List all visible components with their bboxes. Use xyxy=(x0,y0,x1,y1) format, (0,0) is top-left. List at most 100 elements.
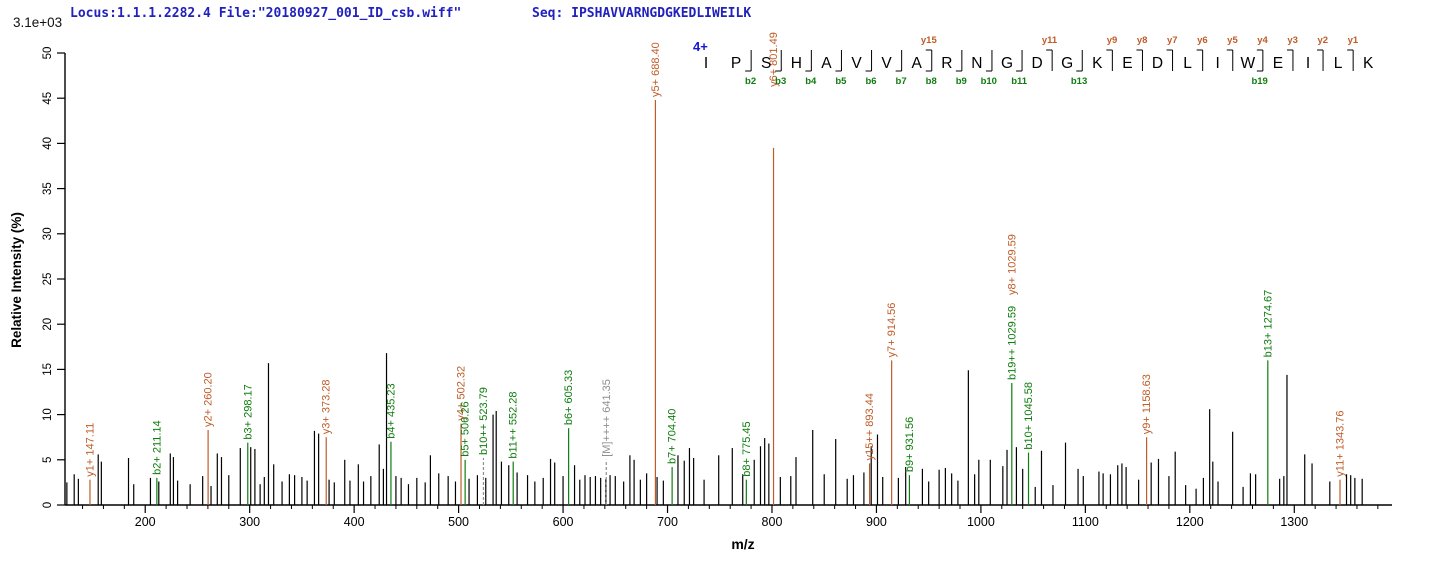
peak-label: b6+ 605.33 xyxy=(563,370,575,425)
residue-letter: K xyxy=(1363,55,1374,72)
residue-letter: I xyxy=(1216,55,1220,72)
b-ion-tag: b9 xyxy=(956,76,967,87)
locus-file-header: Locus:1.1.1.2282.4 File:"20180927_001_ID… xyxy=(70,6,462,21)
peak-label: b3+ 298.17 xyxy=(242,384,254,439)
precursor-charge-label: 4+ xyxy=(693,39,708,54)
residue-letter: A xyxy=(821,55,832,72)
x-axis-ticks: 200 300 400 500 600 700 800 900 1000 1100 1200 1300 xyxy=(82,505,1379,529)
y-ion-tag: y5 xyxy=(1227,35,1238,46)
residue-letter: G xyxy=(1001,55,1013,72)
svg-text:800: 800 xyxy=(762,515,783,529)
residue-letter: G xyxy=(1061,55,1073,72)
sequence-annotation: I P S H A V V A R N G D G K E D L I W E I L Kb2 b3 b4 b5 b6 b7 y15 b8… xyxy=(693,35,1374,87)
svg-text:1200: 1200 xyxy=(1176,515,1204,529)
svg-text:200: 200 xyxy=(135,515,156,529)
peak-label: b10++ 523.79 xyxy=(478,387,490,455)
peak-label: b13+ 1274.67 xyxy=(1262,290,1274,358)
y-ion-tag: y11 xyxy=(1042,35,1058,46)
peak-label: y5+ 688.40 xyxy=(650,42,662,97)
svg-text:600: 600 xyxy=(553,515,574,529)
b-ion-tag: b3 xyxy=(775,76,786,87)
svg-text:5: 5 xyxy=(42,457,54,463)
residue-letter: V xyxy=(881,55,892,72)
residue-letter: L xyxy=(1334,55,1343,72)
peak-label: b2+ 211.14 xyxy=(151,420,163,475)
residue-letter: I xyxy=(1306,55,1310,72)
b-ion-tag: b11 xyxy=(1011,76,1028,87)
b-ion-tag: b6 xyxy=(865,76,876,87)
residue-letter: L xyxy=(1183,55,1192,72)
residue-letter: W xyxy=(1240,55,1255,72)
svg-text:20: 20 xyxy=(42,318,54,331)
residue-letter: D xyxy=(1031,55,1042,72)
b-ion-tag: b5 xyxy=(835,76,847,87)
y-ion-tag: y7 xyxy=(1167,35,1178,46)
residue-letter: R xyxy=(941,55,952,72)
peak-label: [M]++++ 641.35 xyxy=(601,379,613,457)
b-ion-tag: b8 xyxy=(926,76,937,87)
peak-label: y8+ 1029.59 xyxy=(1006,234,1018,295)
peak-label: b11++ 552.28 xyxy=(508,392,520,459)
svg-text:1000: 1000 xyxy=(967,515,995,529)
residue-letter: P xyxy=(731,55,741,72)
residue-letter: H xyxy=(791,55,802,72)
svg-text:0: 0 xyxy=(42,502,54,508)
peak-label: y3+ 373.28 xyxy=(321,379,333,434)
b-ion-tag: b13 xyxy=(1071,76,1087,87)
y-ion-tag: y1 xyxy=(1348,35,1359,46)
svg-text:700: 700 xyxy=(657,515,678,529)
y-ion-tag: y2 xyxy=(1317,35,1328,46)
residue-letter: V xyxy=(851,55,862,72)
residue-letter: I xyxy=(704,55,708,72)
axis-titles: Relative Intensity (%) m/z 3.1e+03 xyxy=(9,15,755,552)
peak-label: b5+ 506.26 xyxy=(460,401,472,456)
y-ion-tag: y4 xyxy=(1257,35,1268,46)
residue-letter: A xyxy=(912,55,923,72)
svg-text:15: 15 xyxy=(42,363,54,376)
svg-text:25: 25 xyxy=(42,273,54,286)
y-ion-tag: y9 xyxy=(1107,35,1118,46)
y-ion-tag: y15 xyxy=(921,35,938,46)
svg-text:35: 35 xyxy=(42,182,54,195)
peak-label: b19++ 1029.59 xyxy=(1006,306,1018,380)
peak-label: y6+ 801.49 xyxy=(768,32,780,87)
residue-letter: N xyxy=(971,55,982,72)
peak-label: b9+ 931.56 xyxy=(904,417,916,472)
svg-text:400: 400 xyxy=(344,515,365,529)
svg-text:900: 900 xyxy=(866,515,887,529)
peak-label: y2+ 260.20 xyxy=(203,372,215,427)
svg-text:30: 30 xyxy=(42,227,54,240)
y-ion-tag: y8 xyxy=(1137,35,1148,46)
svg-text:50: 50 xyxy=(42,47,54,60)
peak-label: b4+ 435.23 xyxy=(385,383,397,438)
svg-text:1100: 1100 xyxy=(1072,515,1099,529)
peak-label: y7+ 914.56 xyxy=(886,303,898,358)
b-ion-tag: b4 xyxy=(805,76,817,87)
peak-label: y4+ 502.32 xyxy=(456,366,468,421)
peak-label: y9+ 1158.63 xyxy=(1141,374,1153,434)
sequence-header: Seq: IPSHAVVARNGDGKEDLIWEILK xyxy=(532,6,752,21)
svg-text:40: 40 xyxy=(42,137,54,150)
b-ion-tag: b2 xyxy=(745,76,756,87)
peak-label: b8+ 775.45 xyxy=(741,421,753,476)
svg-text:45: 45 xyxy=(42,92,54,105)
background-peaks xyxy=(66,353,1363,505)
b-ion-tag: b7 xyxy=(896,76,907,87)
residue-letter: E xyxy=(1122,55,1132,72)
peak-label: b10+ 1045.58 xyxy=(1023,382,1035,450)
svg-text:1300: 1300 xyxy=(1280,515,1308,529)
y-axis-ticks: 0 5 10 15 20 25 30 35 40 45 50 xyxy=(42,47,65,508)
svg-text:300: 300 xyxy=(239,515,260,529)
y-ion-tag: y3 xyxy=(1287,35,1298,46)
intensity-scale-note: 3.1e+03 xyxy=(13,15,62,30)
peak-label: b7+ 704.40 xyxy=(667,409,679,464)
svg-text:m/z: m/z xyxy=(731,536,754,552)
b-ion-tag: b19 xyxy=(1251,76,1267,87)
peak-label: y15++ 893.44 xyxy=(864,393,876,460)
peak-label: y11+ 1343.76 xyxy=(1334,411,1346,477)
svg-text:500: 500 xyxy=(448,515,469,529)
residue-letter: K xyxy=(1092,55,1103,72)
peak-label: y1+ 147.11 xyxy=(84,423,96,477)
